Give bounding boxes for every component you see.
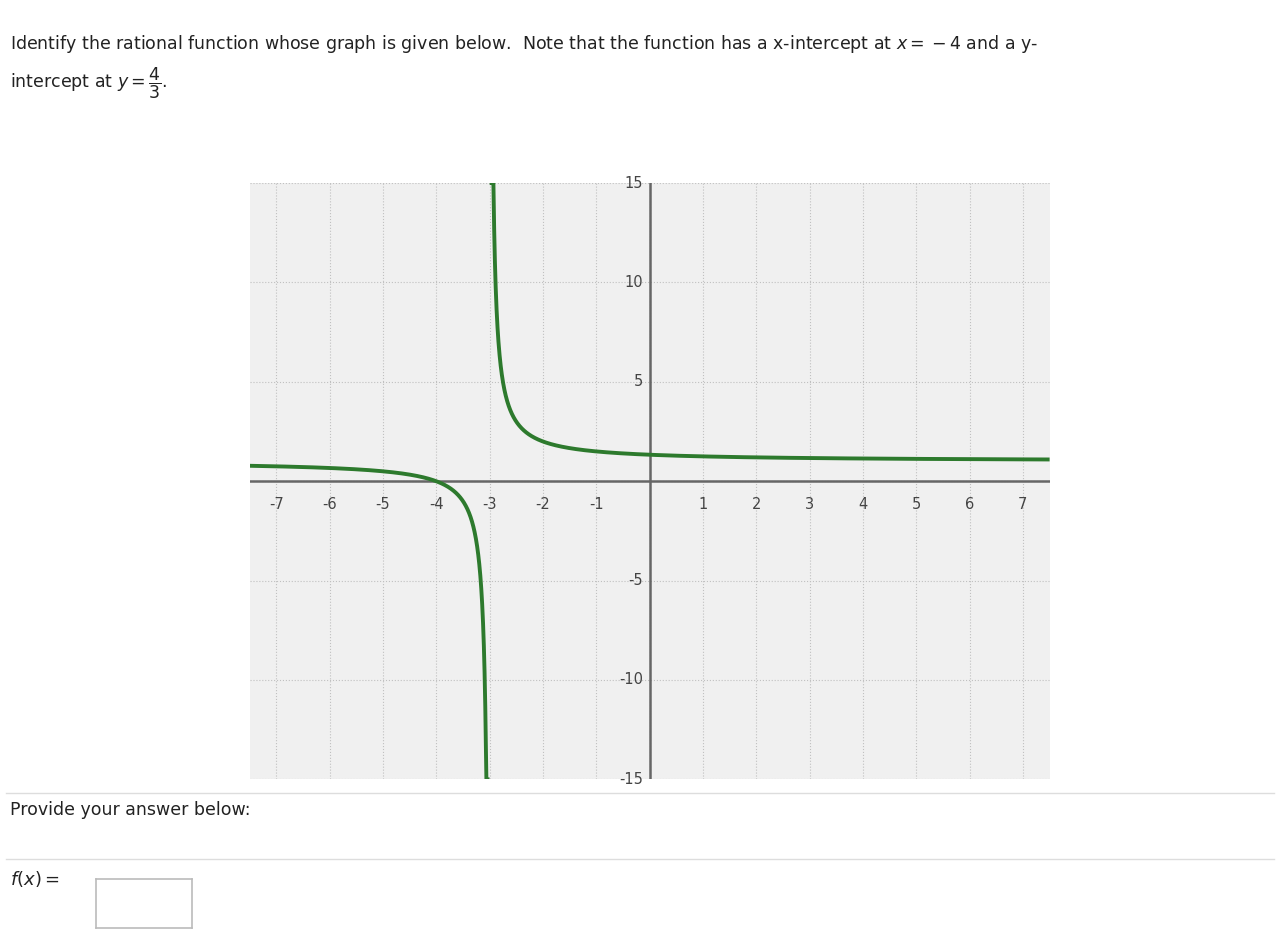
Text: 10: 10 [625,275,644,290]
Text: 6: 6 [965,497,974,512]
Text: $f(x) =$: $f(x) =$ [10,869,60,888]
Text: -15: -15 [620,772,644,787]
Text: -10: -10 [620,672,644,687]
Text: -1: -1 [589,497,604,512]
Text: -4: -4 [429,497,444,512]
Text: 5: 5 [911,497,920,512]
Text: -2: -2 [535,497,550,512]
Text: -5: -5 [375,497,390,512]
Text: 3: 3 [805,497,814,512]
Text: -3: -3 [483,497,497,512]
Text: Identify the rational function whose graph is given below.  Note that the functi: Identify the rational function whose gra… [10,33,1038,54]
Text: -7: -7 [269,497,284,512]
Text: Provide your answer below:: Provide your answer below: [10,801,251,819]
Text: 4: 4 [859,497,868,512]
Text: 2: 2 [751,497,760,512]
Text: -5: -5 [628,573,644,588]
Text: -6: -6 [323,497,337,512]
Text: intercept at $y = \dfrac{4}{3}$.: intercept at $y = \dfrac{4}{3}$. [10,66,168,101]
Text: 15: 15 [625,176,644,191]
Text: 1: 1 [699,497,708,512]
Text: 5: 5 [634,375,644,390]
Text: 7: 7 [1019,497,1028,512]
